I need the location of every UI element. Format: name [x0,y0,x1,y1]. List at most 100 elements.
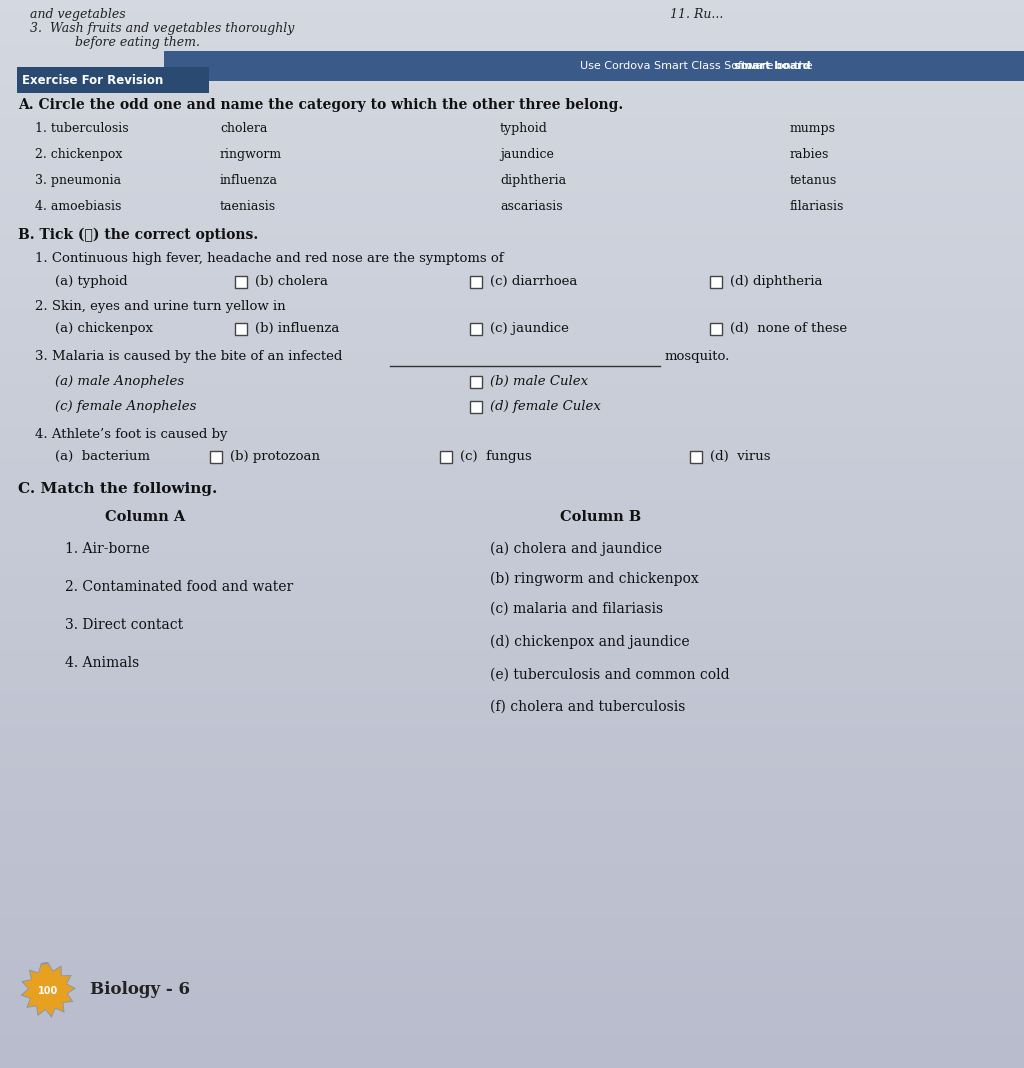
Bar [0,21,1024,33]
Text: ringworm: ringworm [220,148,283,161]
Bar [0,395,1024,407]
Bar [0,224,1024,236]
Bar [470,376,482,388]
Bar [0,790,1024,802]
Bar [0,310,1024,321]
FancyBboxPatch shape [164,51,1024,81]
Bar [0,566,1024,578]
Text: typhoid: typhoid [500,122,548,135]
Text: mosquito.: mosquito. [665,350,730,363]
Text: (f) cholera and tuberculosis: (f) cholera and tuberculosis [490,700,685,714]
Bar [0,822,1024,834]
Text: (c) malaria and filariasis: (c) malaria and filariasis [490,602,664,616]
Text: C. Match the following.: C. Match the following. [18,482,217,496]
Text: (a) typhoid: (a) typhoid [55,274,128,288]
Text: (a) chickenpox: (a) chickenpox [55,321,153,335]
Bar [0,908,1024,920]
Text: (d) female Culex: (d) female Culex [490,400,601,413]
Bar [0,0,1024,12]
Text: diphtheria: diphtheria [500,174,566,187]
Bar [0,171,1024,183]
Bar [0,662,1024,674]
Bar [0,406,1024,418]
Bar [0,630,1024,642]
Bar [0,11,1024,22]
Text: 1. tuberculosis: 1. tuberculosis [35,122,129,135]
Bar [0,609,1024,621]
Bar [0,182,1024,193]
Bar [0,577,1024,588]
Text: (a)  bacterium: (a) bacterium [55,450,150,464]
Bar [0,523,1024,535]
Bar [0,449,1024,460]
Text: (c) female Anopheles: (c) female Anopheles [55,400,197,413]
Polygon shape [20,962,76,1018]
Bar [0,865,1024,877]
Bar [0,342,1024,354]
Bar [0,918,1024,930]
Text: (a) male Anopheles: (a) male Anopheles [55,375,184,388]
Bar [234,323,247,335]
Bar [0,684,1024,695]
Bar [0,619,1024,631]
Bar [0,1057,1024,1068]
Bar [0,288,1024,300]
Bar [0,940,1024,952]
Bar [0,886,1024,898]
Text: (e) tuberculosis and common cold: (e) tuberculosis and common cold [490,668,730,682]
Text: influenza: influenza [220,174,278,187]
Text: 4. Athlete’s foot is caused by: 4. Athlete’s foot is caused by [35,428,227,441]
Bar [0,256,1024,268]
Bar [0,320,1024,332]
Text: and vegetables: and vegetables [30,7,126,21]
Text: 2. Contaminated food and water: 2. Contaminated food and water [65,580,293,594]
Bar [0,278,1024,289]
Text: 4. Animals: 4. Animals [65,656,139,670]
Bar [0,961,1024,973]
Text: (d) diphtheria: (d) diphtheria [730,274,822,288]
Bar [0,502,1024,514]
Text: 3.  Wash fruits and vegetables thoroughly: 3. Wash fruits and vegetables thoroughly [30,22,294,35]
Bar [0,491,1024,503]
Text: (b) ringworm and chickenpox: (b) ringworm and chickenpox [490,572,698,586]
Text: 3. pneumonia: 3. pneumonia [35,174,121,187]
Bar [0,951,1024,962]
Bar [0,641,1024,653]
Bar [0,203,1024,215]
Text: Use Cordova Smart Class Software on the: Use Cordova Smart Class Software on the [580,61,816,70]
Bar [0,534,1024,546]
Bar [0,235,1024,247]
Bar [0,470,1024,482]
Polygon shape [23,964,74,1016]
Bar [0,481,1024,492]
Bar [0,43,1024,54]
Bar [710,323,722,335]
Text: ascariasis: ascariasis [500,200,562,213]
Text: 11. Ru...: 11. Ru... [670,7,723,21]
Bar [690,451,702,464]
Bar [0,598,1024,610]
Bar [0,854,1024,866]
Bar [0,993,1024,1005]
Text: 2. Skin, eyes and urine turn yellow in: 2. Skin, eyes and urine turn yellow in [35,300,286,313]
Bar [0,427,1024,439]
Text: Biology - 6: Biology - 6 [90,981,190,999]
Bar [0,972,1024,984]
Text: (b) influenza: (b) influenza [255,321,339,335]
Text: Column A: Column A [105,511,185,524]
Bar [0,651,1024,663]
Bar [0,673,1024,685]
Text: before eating them.: before eating them. [55,36,200,49]
Bar [0,459,1024,471]
Text: tetanus: tetanus [790,174,838,187]
Bar [0,32,1024,44]
Text: Exercise For Revision: Exercise For Revision [22,74,163,87]
Bar [0,545,1024,556]
Text: (c) diarrhoea: (c) diarrhoea [490,274,578,288]
Bar [0,513,1024,524]
Bar [0,1036,1024,1048]
Bar [0,246,1024,257]
Bar [0,929,1024,941]
Bar [0,150,1024,161]
Text: cholera: cholera [220,122,267,135]
